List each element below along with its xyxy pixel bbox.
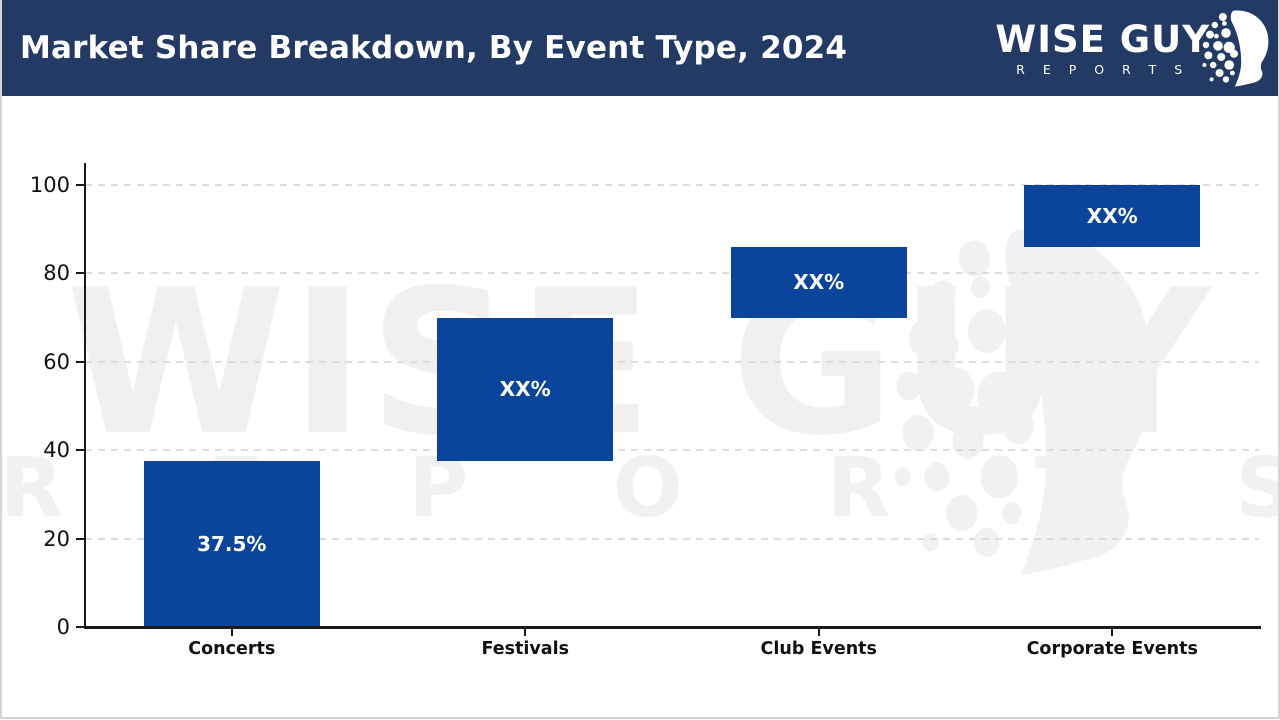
y-tick-label-0: 0	[56, 615, 70, 639]
x-axis-line	[84, 626, 1261, 629]
gridline-80	[85, 272, 1259, 275]
x-category-label: Concerts	[188, 639, 276, 659]
bar-concerts: 37.5%	[143, 461, 320, 627]
y-tick-label-80: 80	[43, 261, 70, 286]
plot-area: 37.5% XX% XX% XX%	[85, 163, 1259, 627]
y-tick-mark-60	[76, 360, 85, 363]
y-tick-label-100: 100	[29, 173, 70, 198]
brand-logo: WISE GUY R E P O R T S	[995, 6, 1274, 92]
bar-club-events: XX%	[730, 246, 907, 318]
x-tick-mark-2	[817, 629, 820, 636]
x-tick-mark-1	[524, 629, 527, 636]
y-axis-line	[84, 163, 86, 627]
brand-subtitle: R E P O R T S	[1016, 62, 1190, 77]
watermark-face-icon	[891, 228, 1153, 576]
bar-value-label: 37.5%	[197, 532, 267, 557]
y-tick-mark-0	[76, 626, 85, 628]
y-tick-mark-40	[76, 449, 85, 452]
y-tick-label-40: 40	[43, 438, 70, 463]
y-tick-mark-100	[76, 184, 85, 187]
bar-value-label: XX%	[1086, 204, 1138, 229]
x-category-label: Festivals	[481, 639, 570, 659]
x-category-label: Corporate Events	[1026, 639, 1198, 659]
gridline-40	[85, 449, 1259, 452]
bar-value-label: XX%	[499, 377, 551, 402]
x-tick-mark-3	[1111, 629, 1114, 636]
y-tick-mark-80	[76, 272, 85, 275]
y-tick-mark-20	[76, 537, 85, 540]
x-category-label: Club Events	[760, 639, 877, 659]
header-bar: Market Share Breakdown, By Event Type, 2…	[0, 0, 1280, 96]
bar-festivals: XX%	[437, 317, 614, 462]
page-title: Market Share Breakdown, By Event Type, 2…	[20, 30, 848, 66]
logo-face-icon	[1201, 10, 1269, 87]
brand-logo-text: WISE GUY R E P O R T S	[995, 21, 1210, 77]
gridline-20	[85, 537, 1259, 540]
bar-value-label: XX%	[793, 270, 845, 295]
y-tick-label-20: 20	[43, 526, 70, 551]
bar-corporate-events: XX%	[1024, 185, 1201, 247]
y-tick-label-60: 60	[43, 349, 70, 374]
gridline-100	[85, 184, 1259, 187]
x-tick-mark-0	[230, 629, 233, 636]
gridline-60	[85, 360, 1259, 363]
brand-name: WISE GUY	[995, 18, 1210, 61]
